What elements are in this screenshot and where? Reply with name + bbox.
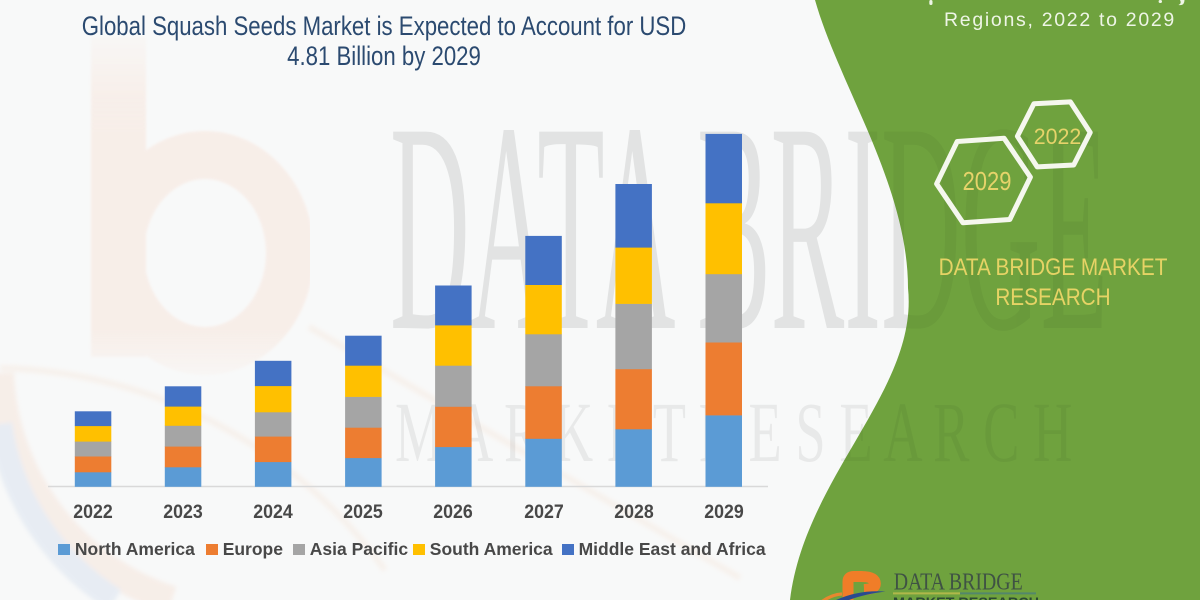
svg-text:MARKET RESEARCH: MARKET RESEARCH [893, 594, 1039, 600]
svg-text:2022: 2022 [1034, 124, 1082, 149]
svg-text:DATA BRIDGE: DATA BRIDGE [894, 569, 1023, 596]
svg-text:2029: 2029 [963, 168, 1012, 196]
